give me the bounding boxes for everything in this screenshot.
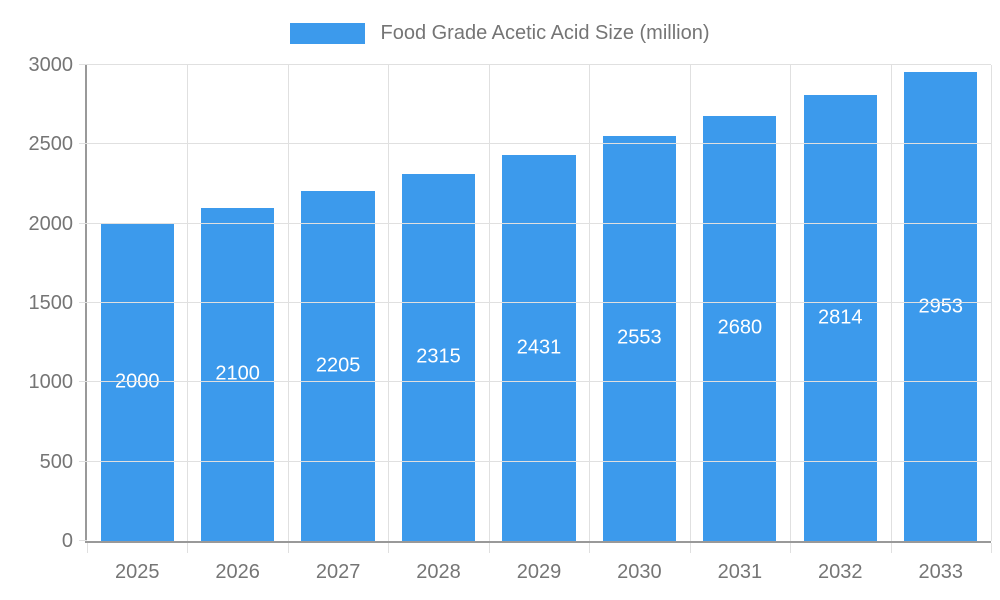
- y-axis-labels: 0 500 1000 1500 2000 2500 3000: [0, 54, 74, 552]
- bar-2033[interactable]: 2953: [904, 72, 978, 541]
- bar-cell: 2553: [589, 65, 689, 541]
- y-axis-tick: [79, 222, 87, 224]
- x-axis-label: 2033: [918, 561, 963, 583]
- y-axis-tick: [79, 460, 87, 462]
- vertical-gridline: [790, 65, 792, 541]
- bar-2032[interactable]: 2814: [803, 94, 877, 541]
- x-axis-tick: [287, 543, 289, 553]
- y-axis-tick: [79, 64, 87, 65]
- bar-2028[interactable]: 2315: [401, 173, 476, 541]
- bar-value-label: 2814: [818, 306, 863, 329]
- y-axis-tick-label: 2500: [28, 133, 74, 156]
- x-axis-label: 2025: [114, 561, 160, 583]
- bar-cell: 2431: [489, 65, 589, 541]
- x-axis-label: 2028: [416, 561, 461, 583]
- bar-value-label: 2315: [416, 345, 461, 368]
- bar-cell: 2953: [891, 65, 991, 541]
- bar-cell: 2315: [388, 65, 488, 541]
- bar-cell: 2000: [87, 65, 187, 541]
- horizontal-gridline: [87, 460, 991, 462]
- y-axis-tick: [79, 381, 87, 383]
- x-axis-tick: [790, 543, 792, 553]
- x-axis-tick: [991, 543, 992, 553]
- vertical-gridline: [589, 65, 591, 541]
- vertical-gridline: [991, 65, 992, 541]
- bar-value-label: 2205: [315, 354, 361, 377]
- bar-value-label: 2953: [918, 295, 963, 318]
- x-axis-tick: [87, 543, 88, 553]
- y-axis-tick-label: 3000: [28, 54, 74, 76]
- bar-cell: 2205: [288, 65, 388, 541]
- x-axis-labels: 2025 2026 2027 2028 2029 2030 2031 2032 2033: [87, 560, 991, 584]
- x-axis-tick: [187, 543, 189, 553]
- x-axis-tick: [589, 543, 591, 553]
- y-axis-tick-label: 500: [39, 450, 73, 473]
- horizontal-gridline: [87, 64, 991, 65]
- bar-value-label: 2553: [617, 326, 662, 349]
- y-axis-tick: [79, 540, 87, 541]
- y-axis-tick-label: 2000: [28, 212, 74, 235]
- vertical-gridline: [689, 65, 691, 541]
- x-axis-label: 2027: [315, 561, 361, 583]
- bar-series: 2000 2100 2205 2315 2431 2553 2680 2814 2953: [87, 65, 991, 541]
- horizontal-gridline: [87, 222, 991, 224]
- legend-label: Food Grade Acetic Acid Size (million): [380, 22, 710, 44]
- horizontal-gridline: [87, 143, 991, 145]
- x-axis-tick: [488, 543, 490, 553]
- y-axis-tick: [79, 143, 87, 145]
- bar-value-label: 2680: [717, 316, 763, 339]
- vertical-gridline: [187, 65, 189, 541]
- bar-value-label: 2100: [215, 362, 260, 385]
- bar-2026[interactable]: 2100: [200, 207, 275, 541]
- x-axis-label: 2026: [215, 561, 260, 583]
- x-axis-label: 2032: [818, 561, 863, 583]
- bar-2031[interactable]: 2680: [703, 115, 777, 541]
- legend[interactable]: Food Grade Acetic Acid Size (million): [0, 22, 1000, 45]
- bar-2027[interactable]: 2205: [301, 191, 375, 541]
- bar-2030[interactable]: 2553: [602, 135, 677, 541]
- y-axis-tick: [79, 302, 87, 303]
- y-axis-tick-label: 1000: [28, 371, 74, 394]
- x-axis-label: 2031: [717, 561, 763, 583]
- x-axis-tick: [689, 543, 691, 553]
- plot-area: 2000 2100 2205 2315 2431 2553 2680 2814 2953: [79, 64, 992, 553]
- horizontal-gridline: [87, 381, 991, 383]
- horizontal-gridline: [87, 302, 991, 303]
- vertical-gridline: [287, 65, 289, 541]
- vertical-gridline: [890, 65, 892, 541]
- y-axis-tick-label: 0: [61, 530, 73, 552]
- vertical-gridline: [488, 65, 490, 541]
- legend-swatch-icon: [290, 23, 366, 44]
- y-axis-tick-label: 1500: [28, 292, 74, 314]
- bar-cell: 2100: [187, 65, 287, 541]
- vertical-gridline: [388, 65, 390, 541]
- x-axis-tick: [890, 543, 892, 553]
- bar-cell: 2680: [690, 65, 790, 541]
- bar-value-label: 2431: [516, 336, 562, 359]
- bar-2029[interactable]: 2431: [502, 155, 576, 541]
- x-axis-label: 2029: [516, 561, 562, 583]
- x-axis-tick: [388, 543, 390, 553]
- bar-cell: 2814: [790, 65, 890, 541]
- x-axis-label: 2030: [617, 561, 662, 583]
